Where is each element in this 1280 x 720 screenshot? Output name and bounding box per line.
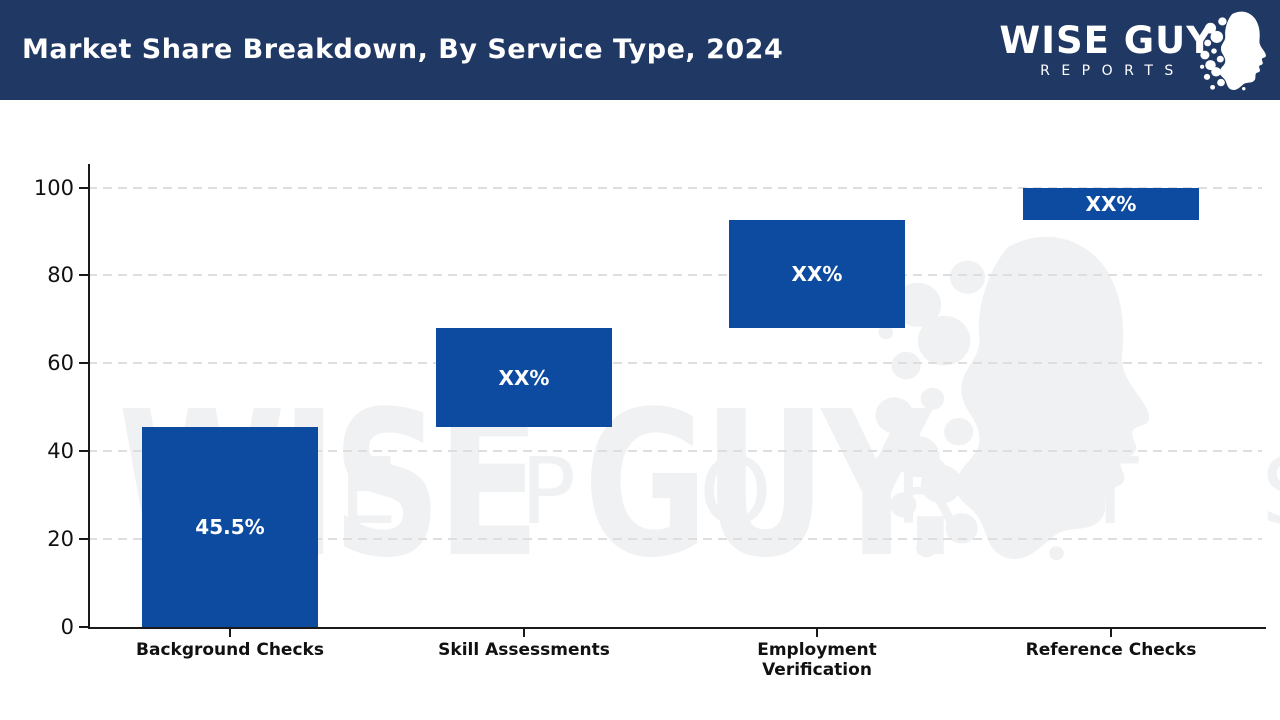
x-tick-label: Background Checks (136, 640, 324, 660)
bar-value-label: 45.5% (195, 515, 265, 539)
page-title: Market Share Breakdown, By Service Type,… (22, 34, 784, 65)
bar: XX% (436, 328, 612, 427)
logo-wordmark: WISE GUY (999, 19, 1214, 62)
bar-value-label: XX% (1085, 191, 1137, 216)
y-axis-tick (79, 538, 88, 541)
logo-text: WISE GUY REPORTS (999, 19, 1214, 80)
x-tick-label: Skill Assessments (438, 640, 610, 660)
y-axis-line (88, 164, 90, 627)
y-axis-tick (79, 186, 88, 189)
y-tick-label: 20 (47, 527, 74, 552)
x-axis-tick (229, 629, 231, 637)
header-bar: Market Share Breakdown, By Service Type,… (0, 0, 1280, 100)
y-tick-label: 40 (47, 439, 74, 464)
gridline (88, 186, 1262, 189)
y-axis-tick (79, 626, 88, 628)
y-tick-label: 0 (60, 615, 74, 639)
gridline (88, 362, 1262, 365)
gridline (88, 450, 1262, 453)
y-axis-tick (79, 274, 88, 277)
bar: 45.5% (142, 427, 318, 627)
x-axis-tick (1110, 629, 1112, 637)
chart-area: WISE GUY. R E P O R T S 0 20 40 60 80 100 45.5… (0, 100, 1280, 720)
y-axis-tick (79, 362, 88, 365)
y-tick-label: 80 (47, 263, 74, 288)
bar: XX% (729, 220, 905, 329)
y-tick-label: 60 (47, 351, 74, 376)
bar-value-label: XX% (498, 365, 550, 390)
gridline (88, 538, 1262, 541)
wise-guy-reports-logo: WISE GUY REPORTS (999, 6, 1270, 94)
x-tick-label: Employment Verification (757, 640, 877, 680)
logo-subtitle: REPORTS (1040, 63, 1185, 79)
x-axis-tick (816, 629, 818, 637)
x-tick-label: Reference Checks (1025, 640, 1197, 660)
logo-face-icon (1200, 11, 1266, 91)
y-tick-label: 100 (33, 175, 74, 200)
bar: XX% (1023, 187, 1199, 221)
x-axis-tick (523, 629, 525, 637)
x-axis-line (88, 627, 1266, 629)
y-axis-tick (79, 450, 88, 453)
bar-value-label: XX% (791, 262, 843, 287)
gridline (88, 274, 1262, 277)
